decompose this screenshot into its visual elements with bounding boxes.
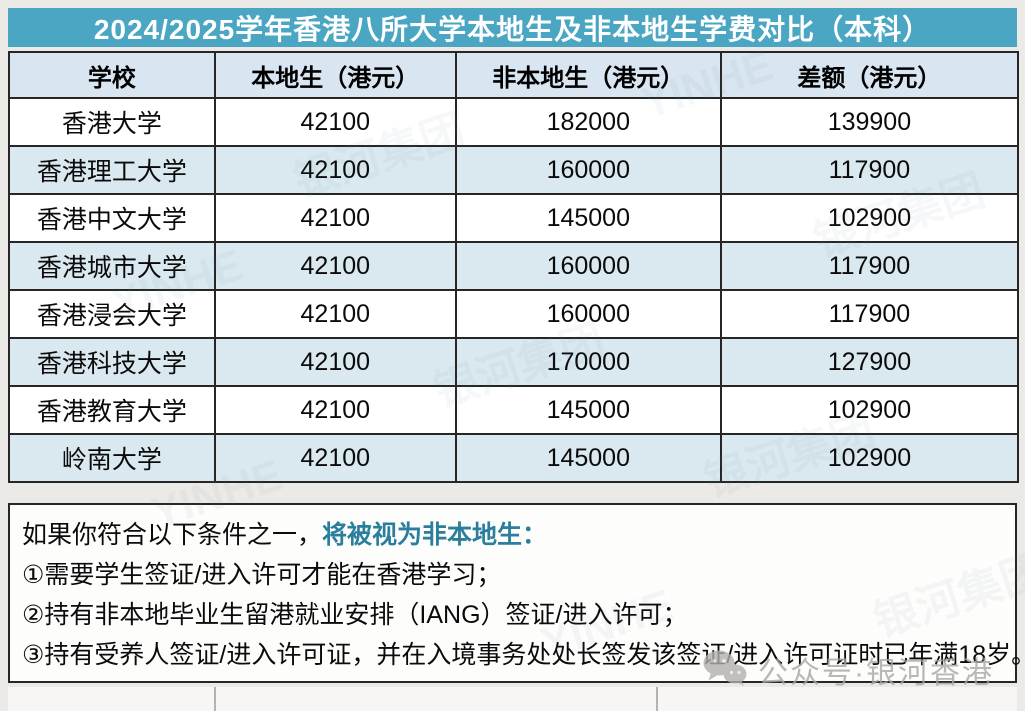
school-name: 香港浸会大学	[8, 289, 216, 339]
note-intro-plain: 如果你符合以下条件之一，	[22, 521, 323, 549]
wechat-icon	[702, 649, 748, 692]
strip-divider	[214, 687, 216, 711]
nonlocal-fee: 170000	[454, 337, 722, 387]
wechat-account-label: 公众号·银河香港	[758, 657, 994, 690]
school-name: 香港理工大学	[8, 145, 216, 195]
local-fee: 42100	[213, 145, 457, 195]
wechat-footer: 公众号·银河香港	[702, 648, 994, 692]
col-header-local: 本地生（港元）	[213, 51, 457, 99]
note-item-2: ②持有非本地毕业生留港就业安排（IANG）签证/进入许可；	[22, 601, 688, 629]
table-header-row: 学校 本地生（港元） 非本地生（港元） 差额（港元）	[8, 51, 1020, 99]
fee-diff: 117900	[719, 289, 1020, 339]
nonlocal-fee: 145000	[454, 193, 722, 243]
local-fee: 42100	[213, 97, 457, 147]
fee-diff: 139900	[719, 97, 1020, 147]
table-row: 香港理工大学 42100 160000 117900	[8, 145, 1020, 195]
table-row: 香港城市大学 42100 160000 117900	[8, 241, 1020, 291]
nonlocal-fee: 160000	[454, 289, 722, 339]
fee-diff: 102900	[719, 385, 1020, 435]
school-name: 香港城市大学	[8, 241, 216, 291]
nonlocal-fee: 160000	[454, 241, 722, 291]
fee-diff: 117900	[719, 145, 1020, 195]
col-header-school: 学校	[8, 51, 216, 99]
school-name: 香港中文大学	[8, 193, 216, 243]
title-bar: 2024/2025学年香港八所大学本地生及非本地生学费对比（本科）	[8, 8, 1017, 47]
local-fee: 42100	[213, 433, 457, 483]
note-item-3: ③持有受养人签证/进入许可证，并在入境事务处处长签发该签证/进入许可证时已年满1…	[22, 641, 1025, 669]
local-fee: 42100	[213, 337, 457, 387]
table-row: 岭南大学 42100 145000 102900	[8, 433, 1020, 483]
fee-diff: 102900	[719, 193, 1020, 243]
nonlocal-fee: 160000	[454, 145, 722, 195]
nonlocal-fee: 145000	[454, 433, 722, 483]
note-intro: 如果你符合以下条件之一，将被视为非本地生：	[22, 515, 1003, 555]
table-row: 香港科技大学 42100 170000 127900	[8, 337, 1020, 387]
strip-divider	[656, 687, 658, 711]
fee-diff: 127900	[719, 337, 1020, 387]
nonlocal-fee: 182000	[454, 97, 722, 147]
cropped-next-row-strip	[8, 687, 1017, 711]
table-row: 香港教育大学 42100 145000 102900	[8, 385, 1020, 435]
col-header-diff: 差额（港元）	[719, 51, 1020, 99]
school-name: 香港大学	[8, 97, 216, 147]
school-name: 岭南大学	[8, 433, 216, 483]
table-row: 香港大学 42100 182000 139900	[8, 97, 1020, 147]
school-name: 香港教育大学	[8, 385, 216, 435]
table-row: 香港浸会大学 42100 160000 117900	[8, 289, 1020, 339]
tuition-table: 学校 本地生（港元） 非本地生（港元） 差额（港元） 香港大学 42100 18…	[8, 51, 1020, 483]
note-intro-highlight: 将被视为非本地生：	[322, 521, 548, 549]
note-box: 如果你符合以下条件之一，将被视为非本地生： ①需要学生签证/进入许可才能在香港学…	[8, 503, 1025, 683]
local-fee: 42100	[213, 385, 457, 435]
table-row: 香港中文大学 42100 145000 102900	[8, 193, 1020, 243]
local-fee: 42100	[213, 193, 457, 243]
page-title: 2024/2025学年香港八所大学本地生及非本地生学费对比（本科）	[93, 13, 932, 45]
local-fee: 42100	[213, 289, 457, 339]
local-fee: 42100	[213, 241, 457, 291]
note-item-1: ①需要学生签证/进入许可才能在香港学习；	[22, 561, 502, 589]
school-name: 香港科技大学	[8, 337, 216, 387]
col-header-nonlocal: 非本地生（港元）	[454, 51, 722, 99]
fee-diff: 117900	[719, 241, 1020, 291]
fee-diff: 102900	[719, 433, 1020, 483]
nonlocal-fee: 145000	[454, 385, 722, 435]
